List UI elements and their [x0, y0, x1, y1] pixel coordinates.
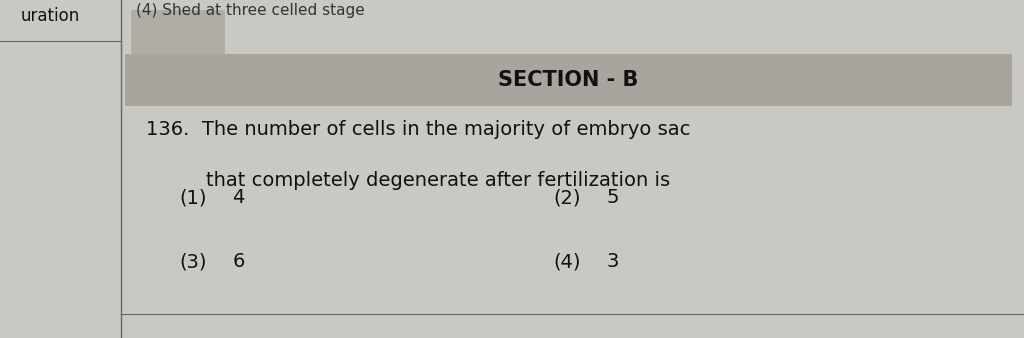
Text: uration: uration — [22, 7, 80, 25]
Text: (2): (2) — [553, 188, 581, 207]
Text: (1): (1) — [179, 188, 207, 207]
Text: 6: 6 — [232, 252, 245, 271]
Text: that completely degenerate after fertilization is: that completely degenerate after fertili… — [206, 171, 670, 190]
Text: (4) Shed at three celled stage: (4) Shed at three celled stage — [136, 3, 365, 18]
Text: 136.  The number of cells in the majority of embryo sac: 136. The number of cells in the majority… — [146, 120, 691, 139]
FancyBboxPatch shape — [131, 10, 225, 61]
Text: 4: 4 — [232, 188, 245, 207]
FancyBboxPatch shape — [125, 54, 1012, 106]
Text: 5: 5 — [606, 188, 618, 207]
Text: (3): (3) — [179, 252, 207, 271]
Text: SECTION - B: SECTION - B — [498, 70, 639, 90]
Text: 3: 3 — [606, 252, 618, 271]
Text: (4): (4) — [553, 252, 581, 271]
